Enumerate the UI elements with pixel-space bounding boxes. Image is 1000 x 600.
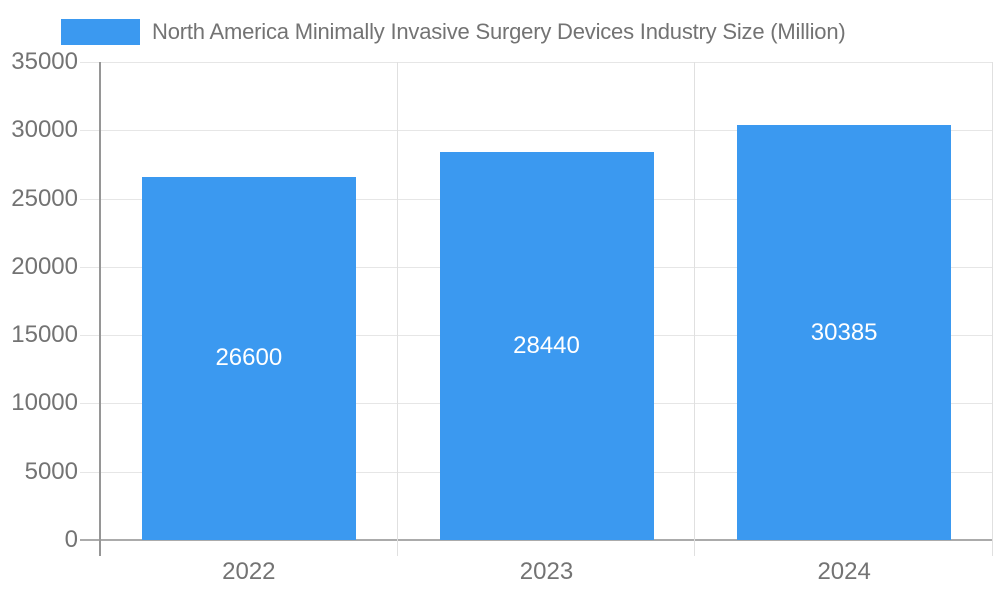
x-axis-label-2023: 2023 (519, 558, 574, 585)
y-axis-tick-15000: 15000 (11, 321, 78, 349)
gridline-y-30000 (80, 130, 993, 132)
legend-swatch (61, 19, 140, 45)
y-axis-tick-25000: 25000 (11, 184, 78, 212)
category-separator-1 (396, 62, 398, 556)
bar-2024[interactable] (737, 125, 952, 540)
category-separator-2 (694, 62, 696, 556)
gridline-y-0 (80, 539, 993, 541)
legend-label: North America Minimally Invasive Surgery… (152, 19, 846, 44)
y-axis-tick-10000: 10000 (11, 389, 78, 417)
y-axis-line (99, 62, 101, 556)
gridline-y-35000 (80, 62, 993, 63)
x-axis-label-2024: 2024 (817, 558, 871, 585)
legend-item[interactable]: North America Minimally Invasive Surgery… (61, 15, 846, 49)
y-axis-tick-20000: 20000 (11, 252, 78, 280)
bar-2022[interactable] (141, 176, 356, 540)
y-axis-tick-0: 0 (64, 526, 78, 553)
y-axis-tick-30000: 30000 (11, 116, 78, 144)
y-axis-tick-5000: 5000 (24, 457, 78, 485)
x-axis-label-2022: 2022 (222, 558, 276, 585)
y-axis-tick-35000: 35000 (11, 48, 78, 75)
category-separator-3 (992, 62, 993, 556)
bar-2023[interactable] (439, 151, 654, 540)
